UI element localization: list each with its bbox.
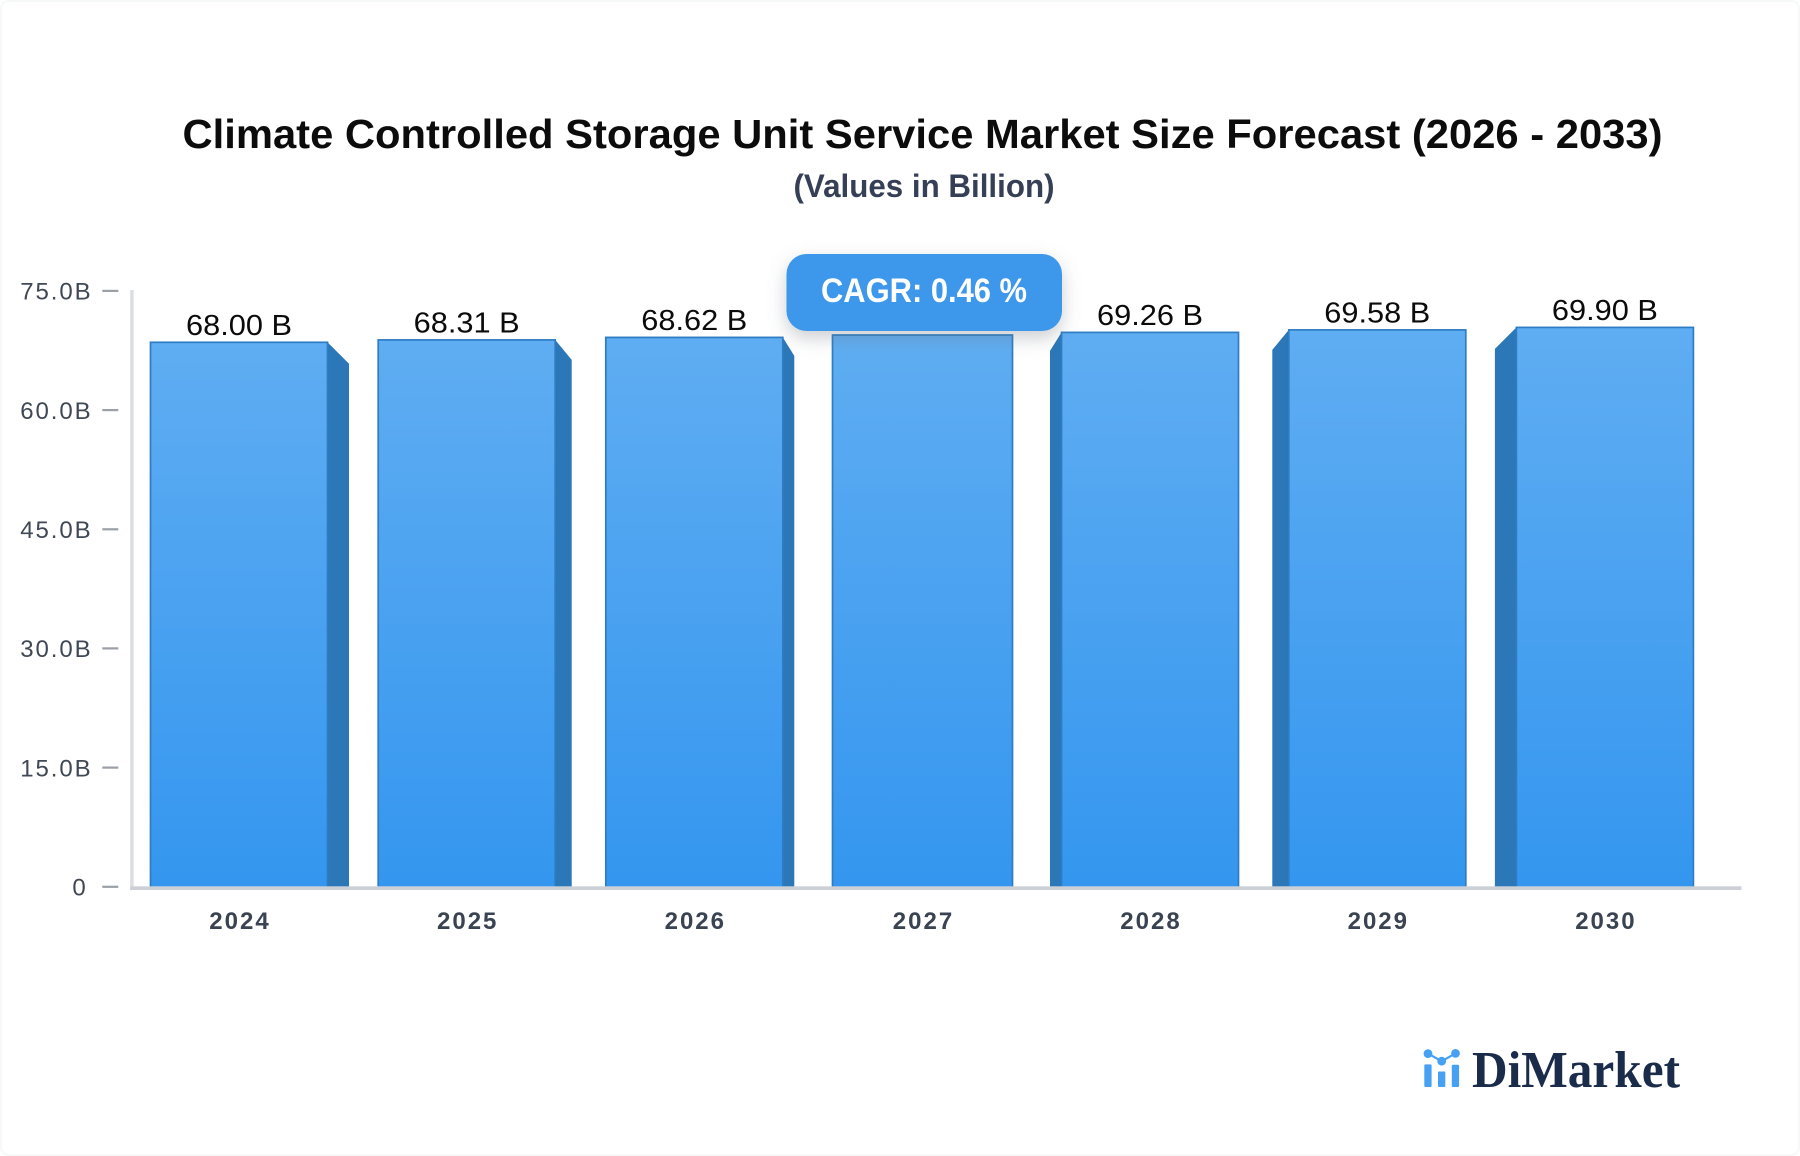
svg-text:0: 0 <box>72 875 87 902</box>
svg-text:2024: 2024 <box>209 908 270 935</box>
svg-text:(Values in Billion): (Values in Billion) <box>794 168 1055 204</box>
svg-text:2026: 2026 <box>665 908 726 935</box>
svg-text:69.58 B: 69.58 B <box>1324 297 1430 329</box>
svg-text:2029: 2029 <box>1348 908 1409 935</box>
svg-text:68.62 B: 68.62 B <box>641 305 747 337</box>
svg-text:15.0B: 15.0B <box>20 755 92 782</box>
svg-text:60.0B: 60.0B <box>20 398 92 425</box>
svg-text:2028: 2028 <box>1120 908 1181 935</box>
svg-text:2030: 2030 <box>1575 908 1636 935</box>
svg-text:68.31 B: 68.31 B <box>414 307 520 339</box>
svg-text:68.00 B: 68.00 B <box>186 310 292 342</box>
svg-text:69.90 B: 69.90 B <box>1552 295 1658 327</box>
svg-text:69.26 B: 69.26 B <box>1097 300 1203 332</box>
svg-text:75.0B: 75.0B <box>20 279 92 306</box>
svg-text:CAGR: 0.46 %: CAGR: 0.46 % <box>821 272 1027 310</box>
svg-text:45.0B: 45.0B <box>20 517 92 544</box>
svg-text:2027: 2027 <box>893 908 954 935</box>
svg-text:30.0B: 30.0B <box>20 636 92 663</box>
svg-text:Climate Controlled Storage Uni: Climate Controlled Storage Unit Service … <box>183 111 1663 157</box>
svg-text:2025: 2025 <box>437 908 498 935</box>
svg-text:DiMarket: DiMarket <box>1472 1042 1681 1099</box>
